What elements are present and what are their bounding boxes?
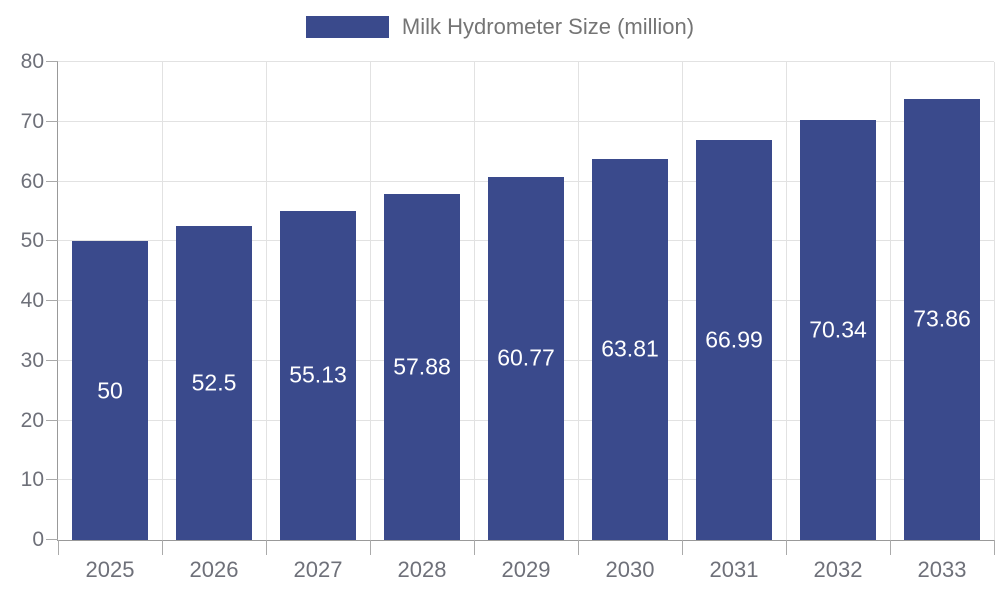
x-axis-tick	[58, 540, 59, 555]
y-axis-tick	[46, 539, 58, 540]
grid-line-v	[474, 62, 475, 540]
bar-2033[interactable]: 73.86	[904, 98, 980, 540]
y-axis-tick	[46, 240, 58, 242]
y-axis-label: 0	[32, 528, 44, 551]
y-axis-label: 50	[20, 229, 44, 253]
y-axis-tick	[46, 300, 58, 301]
x-axis-label: 2030	[605, 557, 655, 582]
x-axis-label: 2033	[917, 557, 967, 582]
y-axis-label: 20	[20, 408, 44, 432]
bar-value-label: 60.77	[497, 344, 555, 371]
y-axis-label: 70	[20, 109, 44, 133]
bar-value-label: 55.13	[289, 361, 347, 388]
x-axis-label: 2025	[85, 557, 135, 582]
grid-line-v	[994, 62, 995, 540]
x-axis-label: 2027	[293, 557, 343, 582]
grid-line-h	[58, 61, 994, 62]
grid-line-v	[890, 62, 891, 540]
x-axis-tick	[682, 540, 683, 555]
x-axis-tick	[578, 540, 579, 555]
bar-2028[interactable]: 57.88	[384, 194, 460, 540]
x-axis-label: 2028	[397, 557, 447, 582]
bar-2031[interactable]: 66.99	[696, 139, 772, 540]
grid-line-v	[370, 62, 371, 540]
y-axis-label: 40	[20, 289, 44, 312]
y-axis-label: 30	[20, 348, 44, 372]
grid-line-v	[578, 62, 579, 540]
bar-value-label: 73.86	[913, 305, 971, 332]
legend-label: Milk Hydrometer Size (million)	[401, 14, 695, 39]
x-axis-label: 2026	[189, 557, 239, 582]
x-axis-label: 2032	[813, 557, 863, 582]
grid-line-v	[266, 62, 267, 540]
legend-swatch[interactable]	[305, 16, 389, 38]
bar-value-label: 57.88	[393, 353, 451, 380]
bar-value-label: 70.34	[809, 316, 867, 343]
x-axis-tick	[162, 540, 163, 555]
bar-2030[interactable]: 63.81	[592, 158, 668, 540]
grid-line-v	[786, 62, 787, 540]
bar-2027[interactable]: 55.13	[280, 210, 356, 540]
y-axis-label: 80	[20, 50, 44, 73]
bar-value-label: 50	[97, 377, 123, 404]
chart-legend[interactable]: Milk Hydrometer Size (million)	[0, 16, 1000, 38]
bar-value-label: 66.99	[705, 326, 763, 353]
y-axis-tick	[46, 180, 58, 182]
bar-2025[interactable]: 50	[72, 241, 148, 540]
bar-value-label: 63.81	[601, 335, 659, 362]
y-axis-label: 60	[20, 169, 44, 193]
y-axis-label: 10	[20, 468, 44, 492]
x-axis-label: 2029	[501, 557, 551, 582]
x-axis-tick	[370, 540, 371, 555]
bar-2026[interactable]: 52.5	[176, 226, 252, 540]
grid-line-v	[162, 62, 163, 540]
x-axis-tick	[266, 540, 267, 555]
y-axis-tick	[46, 419, 58, 421]
x-axis-label: 2031	[709, 557, 759, 582]
plot-area: 0 10 20 30 40 50 60 70 80 50 2025 52.5 2026 55.13 2027…	[21, 50, 995, 582]
y-axis-tick	[46, 120, 58, 122]
bar-2032[interactable]: 70.34	[800, 119, 876, 540]
y-axis-tick	[46, 479, 58, 481]
x-axis-tick	[786, 540, 787, 555]
grid-line-h	[58, 120, 994, 122]
y-axis-tick	[46, 61, 58, 62]
bar-value-label: 52.5	[191, 369, 237, 396]
x-axis-tick	[890, 540, 891, 555]
y-axis-tick	[46, 359, 58, 361]
x-axis-tick	[474, 540, 475, 555]
x-axis-tick	[994, 540, 995, 555]
bar-2029[interactable]: 60.77	[488, 176, 564, 540]
grid-line-v	[682, 62, 683, 540]
